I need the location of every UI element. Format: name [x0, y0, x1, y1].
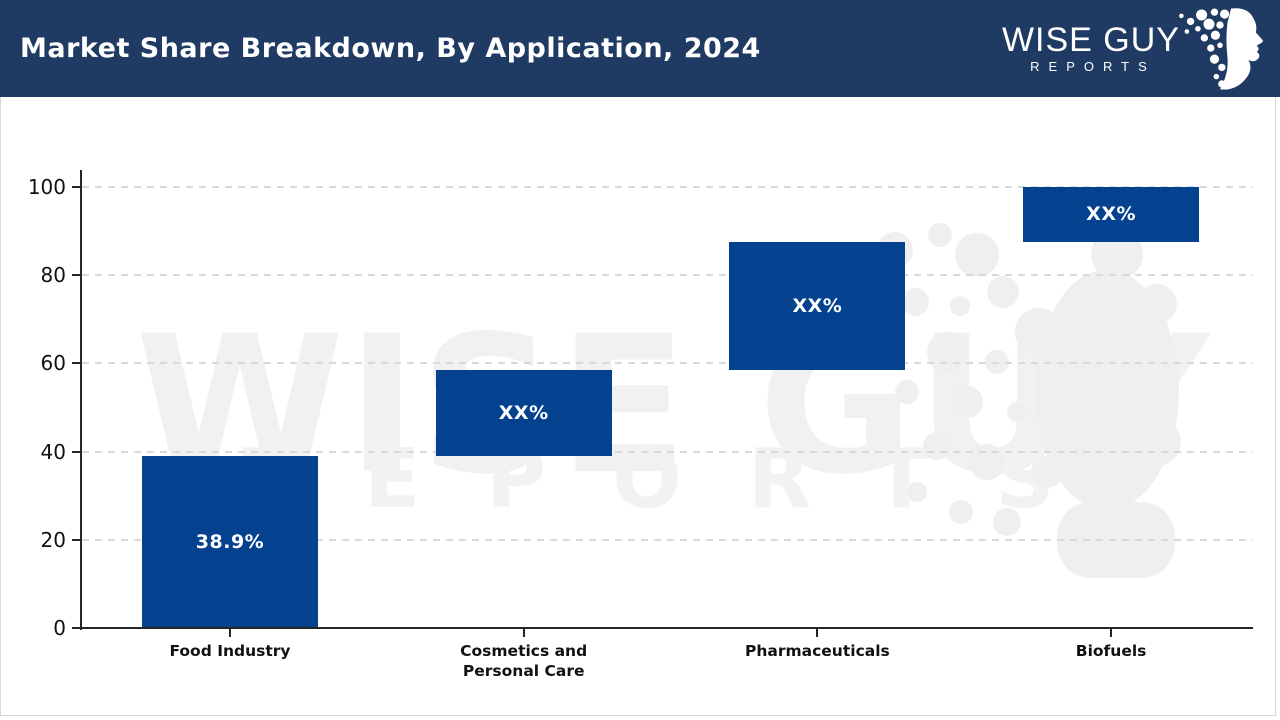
- gridline-100: [82, 186, 1253, 188]
- y-axis-line: [80, 170, 82, 630]
- bar-value-label-biofuels: XX%: [1086, 203, 1137, 226]
- x-tick-food-industry: [229, 629, 231, 637]
- logo-subtext: REPORTS: [1030, 59, 1156, 74]
- x-tick-label-line: Biofuels: [1075, 642, 1147, 660]
- y-tick-100: [72, 186, 80, 188]
- header-bar: Market Share Breakdown, By Application, …: [0, 0, 1280, 97]
- y-tick-label-100: 100: [27, 175, 66, 199]
- x-tick-label-line: Food Industry: [169, 642, 291, 660]
- x-tick-label-line: Pharmaceuticals: [745, 642, 890, 660]
- bar-food-industry: 38.9%: [142, 456, 318, 628]
- logo-wordmark: WISE GUY: [1001, 21, 1180, 59]
- gridline-80: [82, 274, 1253, 277]
- y-tick-label-80: 80: [40, 263, 66, 288]
- bar-biofuels: XX%: [1023, 187, 1200, 242]
- watermark-face-icon: [875, 223, 1181, 578]
- wiseguy-logo: WISE GUY REPORTS: [1002, 6, 1280, 92]
- y-tick-80: [72, 274, 80, 277]
- x-tick-cosmetics-and-personal-care: [522, 629, 525, 637]
- y-tick-0: [72, 627, 80, 629]
- x-tick-label-line: Cosmetics and: [460, 642, 588, 660]
- y-tick-20: [72, 538, 80, 541]
- x-tick-label-biofuels: Biofuels: [991, 641, 1231, 661]
- y-tick-label-40: 40: [40, 439, 66, 464]
- logo-face-icon: [1179, 7, 1263, 89]
- x-tick-label-pharmaceuticals: Pharmaceuticals: [697, 641, 937, 661]
- y-tick-label-60: 60: [40, 351, 66, 376]
- x-tick-pharmaceuticals: [816, 629, 819, 637]
- gridline-40: [82, 450, 1253, 453]
- gridline-60: [82, 362, 1253, 365]
- x-tick-label-food-industry: Food Industry: [110, 641, 350, 661]
- watermark-subtext: REPORTS: [235, 432, 1121, 527]
- y-tick-60: [72, 362, 80, 365]
- bar-cosmetics-and-personal-care: XX%: [435, 369, 612, 456]
- bar-value-label-food-industry: 38.9%: [195, 531, 265, 554]
- x-axis-line: [80, 627, 1253, 629]
- y-tick-label-0: 0: [53, 616, 66, 640]
- y-tick-40: [72, 450, 80, 453]
- x-tick-label-cosmetics-and-personal-care: Cosmetics and Personal Care: [404, 641, 644, 681]
- x-tick-biofuels: [1110, 629, 1113, 637]
- x-tick-label-line: Personal Care: [462, 662, 585, 680]
- bar-value-label-cosmetics-and-personal-care: XX%: [498, 401, 549, 424]
- bar-pharmaceuticals: XX%: [729, 241, 906, 370]
- gridline-20: [82, 538, 1253, 541]
- page-title: Market Share Breakdown, By Application, …: [20, 33, 761, 64]
- logo-text: WISE GUY REPORTS: [1002, 23, 1180, 74]
- bar-value-label-pharmaceuticals: XX%: [792, 294, 843, 317]
- y-tick-label-20: 20: [40, 527, 66, 552]
